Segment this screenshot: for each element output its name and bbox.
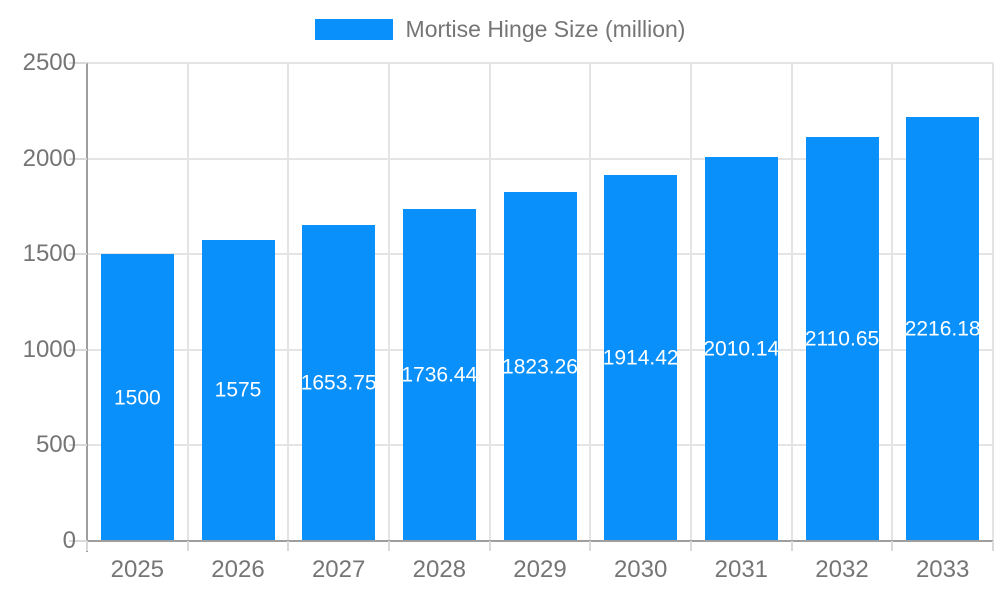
x-tick xyxy=(992,541,994,551)
y-tick xyxy=(69,540,87,542)
plot-area: 1500 1575 1653.75 1736.44 1823.26 1914.42 2010… xyxy=(86,62,994,552)
x-gridline xyxy=(488,63,491,541)
x-tick xyxy=(287,541,290,551)
x-tick xyxy=(790,541,793,551)
x-gridline xyxy=(690,63,692,541)
x-tick-label: 2028 xyxy=(412,556,467,583)
y-tick xyxy=(69,62,87,64)
x-tick xyxy=(186,541,189,551)
y-tick-label: 0 xyxy=(62,527,76,554)
legend[interactable]: Mortise Hinge Size (million) xyxy=(0,18,1000,41)
y-tick xyxy=(69,157,87,160)
bar-2026[interactable]: 1575 xyxy=(201,239,275,541)
y-tick-label: 500 xyxy=(35,431,76,459)
x-gridline xyxy=(287,63,290,541)
x-tick-label: 2031 xyxy=(714,556,769,583)
y-tick-label: 1000 xyxy=(22,335,76,363)
x-tick xyxy=(488,541,491,551)
y-gridline xyxy=(87,62,993,64)
y-tick xyxy=(69,444,87,447)
bar-value-label: 1575 xyxy=(214,378,262,402)
x-tick-label: 2033 xyxy=(915,556,970,583)
y-tick xyxy=(69,348,87,351)
bar-2030[interactable]: 1914.42 xyxy=(604,174,678,541)
bar-2031[interactable]: 2010.14 xyxy=(704,156,778,541)
y-tick xyxy=(69,253,87,256)
bar-value-label: 2216.18 xyxy=(906,317,980,341)
x-tick-label: 2030 xyxy=(613,556,668,583)
x-tick-label: 2029 xyxy=(513,556,567,583)
y-axis-line xyxy=(86,63,88,552)
x-gridline xyxy=(186,63,189,541)
legend-swatch xyxy=(314,19,393,40)
x-tick xyxy=(388,541,390,551)
x-axis-line xyxy=(86,540,993,542)
x-tick-label: 2026 xyxy=(211,556,265,583)
x-tick xyxy=(690,541,692,551)
x-gridline xyxy=(388,63,390,541)
bar-2027[interactable]: 1653.75 xyxy=(302,224,376,541)
x-gridline xyxy=(790,63,793,541)
y-gridline xyxy=(87,157,993,160)
bar-2033[interactable]: 2216.18 xyxy=(906,117,980,541)
bar-value-label: 1914.42 xyxy=(604,346,678,370)
bar-2029[interactable]: 1823.26 xyxy=(503,192,577,541)
bar-2032[interactable]: 2110.65 xyxy=(805,137,879,541)
bar-value-label: 2110.65 xyxy=(805,327,879,351)
bar-2025[interactable]: 1500 xyxy=(100,254,174,541)
y-tick-label: 2000 xyxy=(22,144,76,172)
x-gridline xyxy=(589,63,592,541)
bar-value-label: 1500 xyxy=(113,386,161,410)
bar-value-label: 1736.44 xyxy=(402,363,476,387)
x-tick xyxy=(891,541,894,551)
bar-value-label: 1653.75 xyxy=(302,371,376,395)
y-tick-label: 1500 xyxy=(22,240,76,268)
x-tick xyxy=(86,541,88,551)
x-gridline xyxy=(992,63,994,541)
bar-value-label: 2010.14 xyxy=(704,337,778,361)
x-tick-label: 2025 xyxy=(110,556,165,583)
x-gridline xyxy=(891,63,894,541)
legend-label: Mortise Hinge Size (million) xyxy=(405,16,686,42)
bar-2028[interactable]: 1736.44 xyxy=(402,209,476,541)
bar-value-label: 1823.26 xyxy=(503,355,577,379)
x-tick-label: 2027 xyxy=(311,556,366,583)
y-tick-label: 2500 xyxy=(22,49,76,76)
x-tick-label: 2032 xyxy=(815,556,869,583)
x-tick xyxy=(589,541,592,551)
